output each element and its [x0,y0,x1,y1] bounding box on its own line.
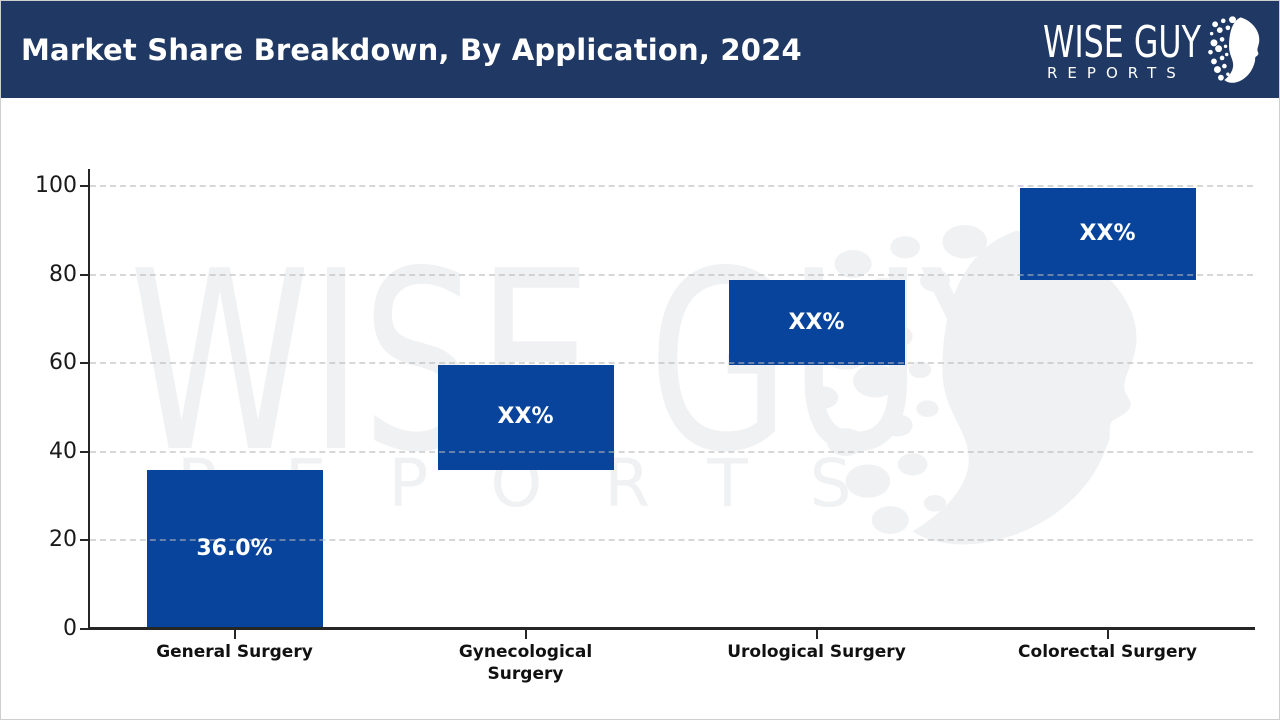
logo-text: WISE GUY REPORTS [1043,19,1213,82]
y-axis-line [88,169,90,629]
bar-value-label: 36.0% [196,536,273,562]
page-title: Market Share Breakdown, By Application, … [21,32,802,67]
bar-value-label: XX% [788,309,845,335]
gridline [90,273,1253,276]
gridline [90,362,1253,365]
x-category-label: Gynecological Surgery [458,642,593,685]
y-tick-label: 80 [49,261,77,287]
y-tick-label: 20 [49,527,77,553]
bar [146,469,323,629]
y-tick-mark [80,450,89,453]
y-tick-label: 40 [49,438,77,464]
x-category-label: Urological Surgery [727,642,906,662]
bar-value-label: XX% [1079,221,1136,247]
x-tick-mark [524,630,527,639]
x-category-label: Colorectal Surgery [1018,642,1197,662]
bar [728,279,905,366]
logo-subtitle: REPORTS [1047,63,1186,82]
x-category-label: General Surgery [156,642,313,662]
y-tick-mark [80,539,89,542]
y-tick-label: 60 [49,350,77,376]
wiseguy-logo: WISE GUY REPORTS [1043,13,1265,89]
x-tick-mark [233,630,236,639]
gridline [90,185,1253,187]
bar [1019,188,1196,280]
y-tick-mark [80,362,89,365]
bar-value-label: XX% [497,404,554,430]
x-axis-line [88,627,1255,630]
y-tick-label: 100 [35,173,77,198]
header-bar: Market Share Breakdown, By Application, … [1,1,1279,98]
y-tick-label: 0 [63,616,77,641]
y-tick-mark [80,273,89,276]
x-tick-mark [1106,630,1109,639]
gridline [90,539,1253,542]
gridline [90,450,1253,453]
x-tick-mark [815,630,818,639]
y-tick-mark [80,185,89,187]
y-tick-mark [80,628,89,630]
